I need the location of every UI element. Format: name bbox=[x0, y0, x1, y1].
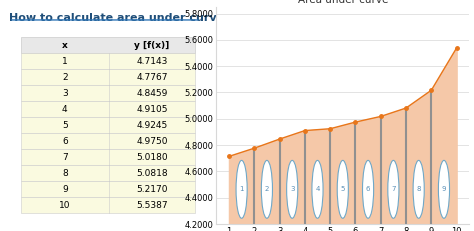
Text: 5.0818: 5.0818 bbox=[136, 169, 168, 178]
FancyBboxPatch shape bbox=[21, 181, 195, 197]
Circle shape bbox=[337, 160, 348, 218]
Text: 8: 8 bbox=[417, 186, 421, 192]
Text: y [f(x)]: y [f(x)] bbox=[134, 41, 170, 50]
Circle shape bbox=[363, 160, 374, 218]
Text: 4.9750: 4.9750 bbox=[136, 137, 168, 146]
Text: 4: 4 bbox=[62, 105, 68, 114]
Text: 4.9105: 4.9105 bbox=[136, 105, 168, 114]
FancyBboxPatch shape bbox=[21, 117, 195, 133]
Text: 8: 8 bbox=[62, 169, 68, 178]
Circle shape bbox=[388, 160, 399, 218]
Text: 4.7143: 4.7143 bbox=[136, 57, 168, 66]
FancyBboxPatch shape bbox=[21, 37, 195, 53]
Text: x: x bbox=[62, 41, 68, 50]
Text: 5.0180: 5.0180 bbox=[136, 153, 168, 162]
Text: 5: 5 bbox=[341, 186, 345, 192]
Circle shape bbox=[261, 160, 273, 218]
Text: 1: 1 bbox=[239, 186, 244, 192]
FancyBboxPatch shape bbox=[21, 53, 195, 69]
FancyBboxPatch shape bbox=[21, 101, 195, 117]
FancyBboxPatch shape bbox=[21, 85, 195, 101]
Text: 4.9245: 4.9245 bbox=[137, 121, 167, 130]
Text: 4.7767: 4.7767 bbox=[136, 73, 168, 82]
Text: 3: 3 bbox=[62, 89, 68, 98]
Text: 6: 6 bbox=[366, 186, 370, 192]
FancyBboxPatch shape bbox=[21, 197, 195, 213]
FancyBboxPatch shape bbox=[21, 165, 195, 181]
Text: 4: 4 bbox=[315, 186, 319, 192]
Text: 9: 9 bbox=[442, 186, 446, 192]
FancyBboxPatch shape bbox=[21, 69, 195, 85]
Text: 1: 1 bbox=[62, 57, 68, 66]
Text: 6: 6 bbox=[62, 137, 68, 146]
Text: 5.2170: 5.2170 bbox=[136, 185, 168, 194]
FancyBboxPatch shape bbox=[21, 133, 195, 149]
Text: How to calculate area under curve in Excel: How to calculate area under curve in Exc… bbox=[9, 13, 276, 23]
Text: 5.5387: 5.5387 bbox=[136, 201, 168, 210]
Circle shape bbox=[413, 160, 424, 218]
Text: 3: 3 bbox=[290, 186, 294, 192]
Text: 9: 9 bbox=[62, 185, 68, 194]
Circle shape bbox=[287, 160, 298, 218]
Circle shape bbox=[236, 160, 247, 218]
Text: 10: 10 bbox=[59, 201, 71, 210]
Circle shape bbox=[438, 160, 449, 218]
Circle shape bbox=[312, 160, 323, 218]
Text: 7: 7 bbox=[391, 186, 396, 192]
Text: 2: 2 bbox=[62, 73, 68, 82]
FancyBboxPatch shape bbox=[21, 149, 195, 165]
Title: Area under curve: Area under curve bbox=[298, 0, 388, 5]
Text: 4.8459: 4.8459 bbox=[136, 89, 168, 98]
Text: 7: 7 bbox=[62, 153, 68, 162]
Text: 5: 5 bbox=[62, 121, 68, 130]
Text: 2: 2 bbox=[264, 186, 269, 192]
